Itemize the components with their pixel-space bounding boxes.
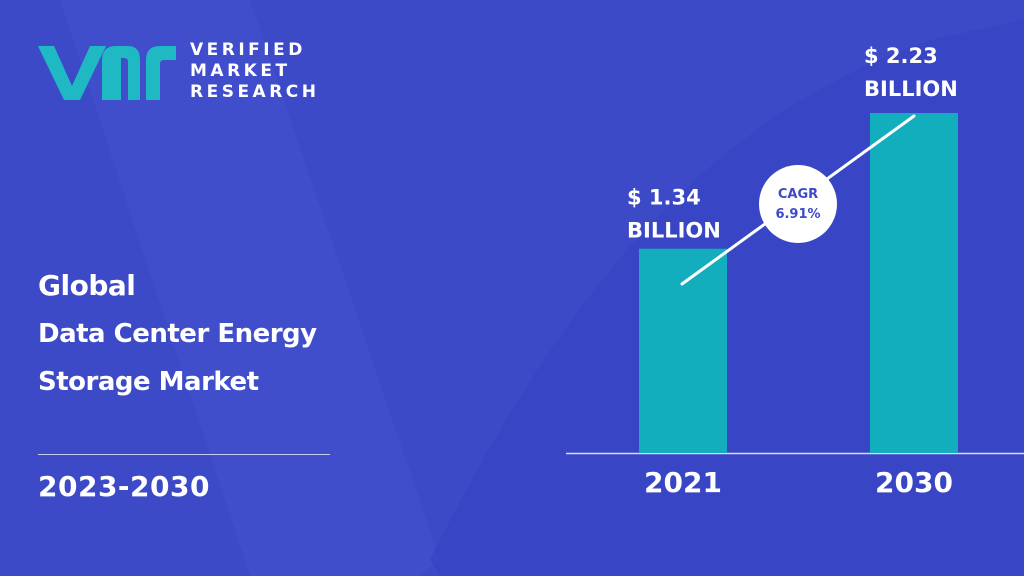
logo-v-mark — [38, 46, 106, 100]
data-label-2030-unit: BILLION — [864, 77, 958, 101]
x-tick-label-2021: 2021 — [644, 466, 722, 499]
logo-m-mark — [102, 46, 140, 100]
title-line-global: Global — [38, 269, 136, 302]
report-title: Global Data Center Energy Storage Market — [38, 262, 317, 406]
title-line-market: Storage Market — [38, 367, 259, 397]
data-label-2021-value: $ 1.34 — [627, 186, 701, 210]
title-line-market-name: Data Center Energy — [38, 319, 317, 349]
cagr-label: CAGR — [778, 187, 818, 202]
data-label-2021-unit: BILLION — [627, 219, 721, 243]
brand-line-2: MARKET — [190, 61, 291, 81]
logo-r-mark — [146, 46, 176, 100]
title-divider — [38, 454, 330, 455]
brand-line-3: RESEARCH — [190, 82, 320, 102]
brand-line-1: VERIFIED — [190, 40, 306, 60]
x-tick-label-2030: 2030 — [875, 466, 953, 499]
forecast-period: 2023-2030 — [38, 470, 210, 503]
cagr-value: 6.91% — [775, 207, 820, 222]
brand-name: VERIFIED MARKET RESEARCH — [190, 40, 320, 103]
bar-2021 — [639, 248, 727, 453]
data-label-2030-value: $ 2.23 — [864, 44, 938, 68]
verified-market-research-logo — [38, 46, 176, 100]
cagr-badge — [759, 165, 837, 243]
bar-2030 — [870, 113, 958, 453]
market-size-chart: $ 1.34 BILLION 2021 $ 2.23 BILLION 2030 CAGR 6.… — [566, 44, 1024, 499]
